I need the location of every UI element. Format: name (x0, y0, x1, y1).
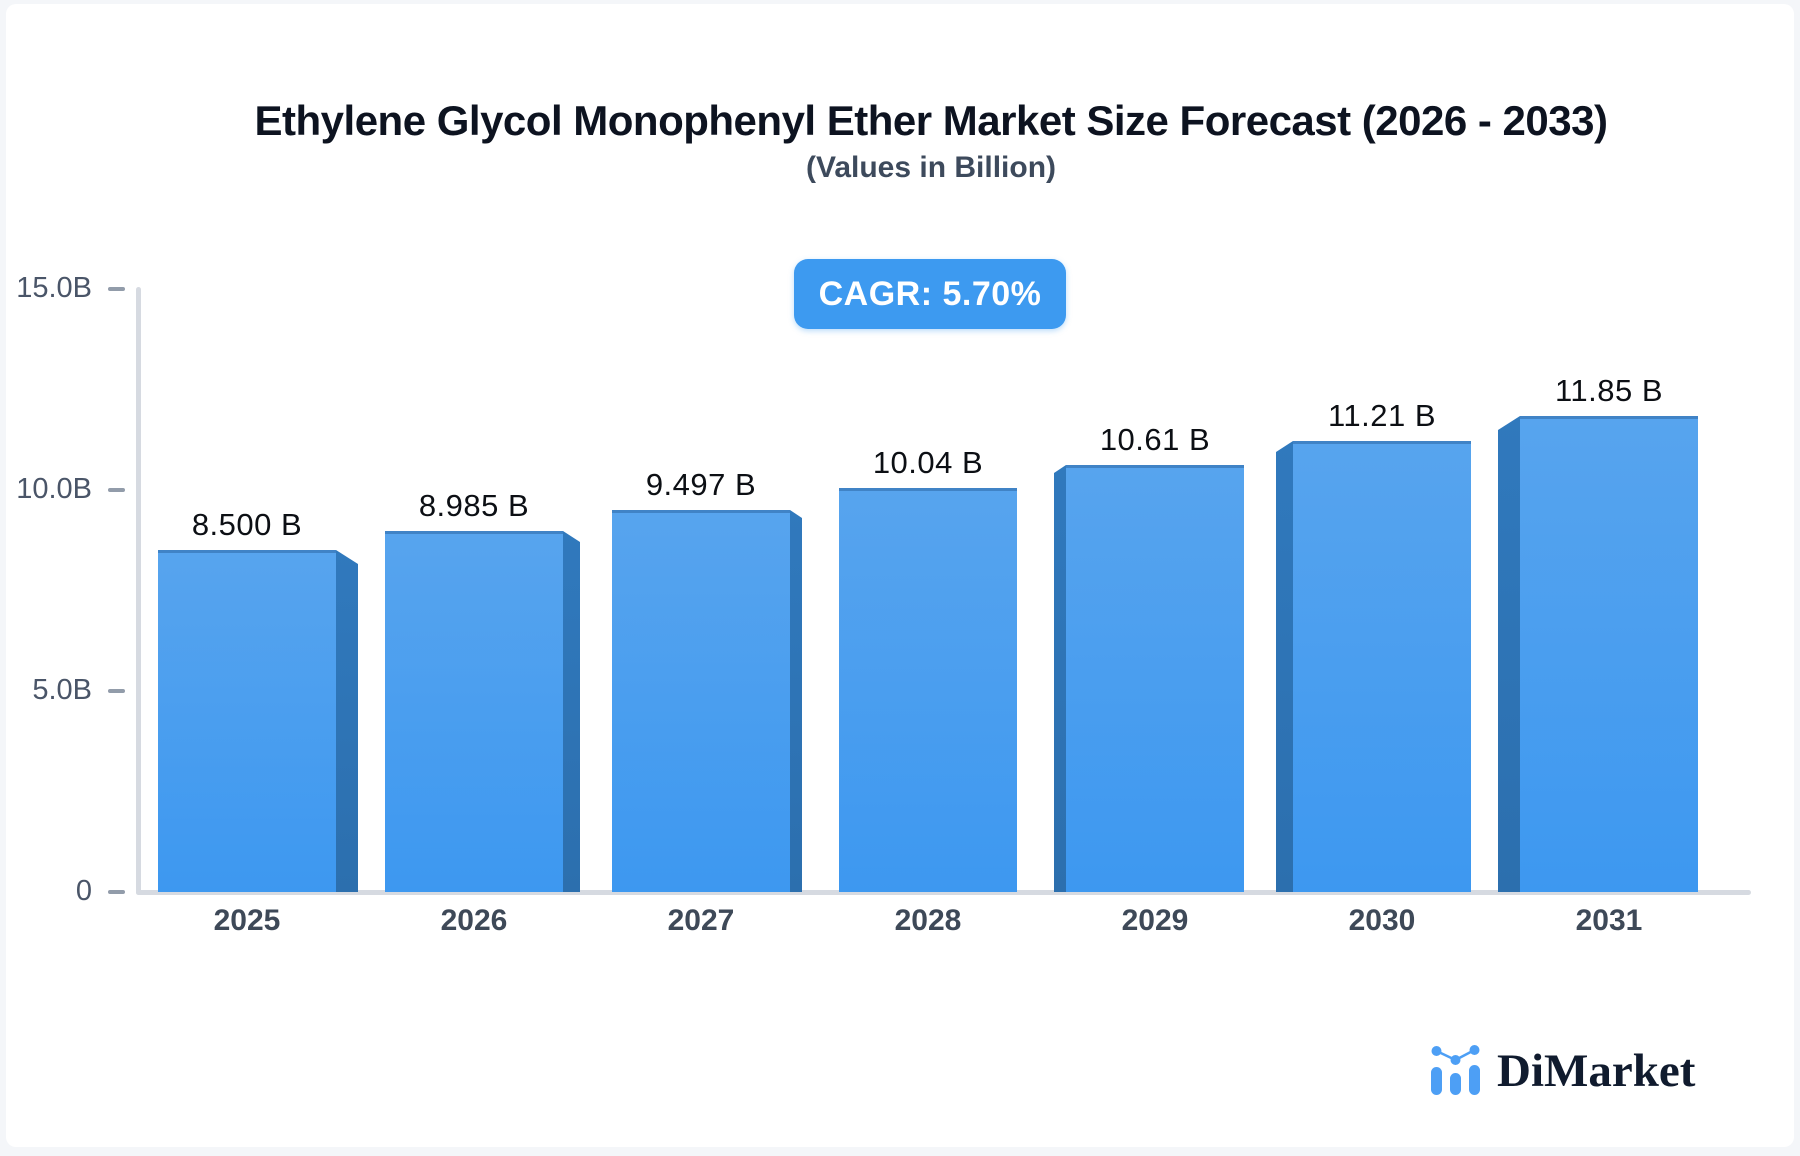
bar-value-label-2026: 8.985 B (418, 488, 530, 523)
bar-value-label-2030: 11.21 B (1327, 398, 1437, 433)
bar-value-label-2031: 11.85 B (1554, 373, 1664, 408)
x-label-2025: 2025 (213, 904, 281, 937)
bar-value-label-2027: 9.497 B (645, 467, 757, 502)
bar-2027 (612, 510, 790, 892)
x-label-2028: 2028 (894, 904, 962, 937)
x-label-2029: 2029 (1121, 904, 1189, 937)
bar-2026 (385, 531, 563, 892)
logo-text: DiMarket (1497, 1045, 1696, 1097)
bar-2028 (839, 488, 1017, 892)
bar-side-2025 (336, 550, 358, 892)
bar-2029 (1066, 465, 1244, 892)
x-label-2026: 2026 (440, 904, 508, 937)
y-tick-label-0: 0 (75, 875, 92, 907)
bar-value-label-2025: 8.500 B (191, 507, 303, 542)
chart-subtitle: (Values in Billion) (805, 151, 1057, 184)
y-tick-dash-10.0B (108, 488, 125, 492)
y-tick-label-10.0B: 10.0B (16, 473, 92, 505)
bar-2031 (1520, 416, 1698, 892)
y-tick-label-5.0B: 5.0B (32, 674, 92, 706)
chart-title: Ethylene Glycol Monophenyl Ether Market … (254, 97, 1608, 144)
bar-side-2026 (563, 531, 580, 892)
chart-card: Ethylene Glycol Monophenyl Ether Market … (6, 4, 1794, 1147)
y-axis-line (136, 287, 141, 895)
dimarket-logo: DiMarket (1429, 1042, 1695, 1100)
cagr-badge: CAGR: 5.70% (794, 259, 1066, 329)
bar-2025 (158, 550, 336, 892)
bar-side-2027 (790, 510, 802, 892)
bar-value-label-2029: 10.61 B (1099, 422, 1211, 457)
mini-bar-chart-icon (1431, 1045, 1480, 1095)
bar-side-2029 (1054, 465, 1066, 892)
y-tick-label-15.0B: 15.0B (16, 272, 92, 304)
x-label-2030: 2030 (1348, 904, 1416, 937)
bar-value-label-2028: 10.04 B (872, 445, 984, 480)
cagr-badge-label: CAGR: 5.70% (818, 274, 1042, 313)
bar-2030 (1293, 441, 1471, 892)
bar-side-2030 (1276, 441, 1293, 892)
bar-side-2031 (1498, 416, 1520, 892)
x-axis-baseline (136, 890, 1751, 895)
y-tick-dash-5.0B (108, 689, 125, 693)
x-label-2031: 2031 (1575, 904, 1643, 937)
y-tick-dash-0 (108, 890, 125, 894)
x-label-2027: 2027 (667, 904, 735, 937)
y-tick-dash-15.0B (108, 287, 125, 291)
